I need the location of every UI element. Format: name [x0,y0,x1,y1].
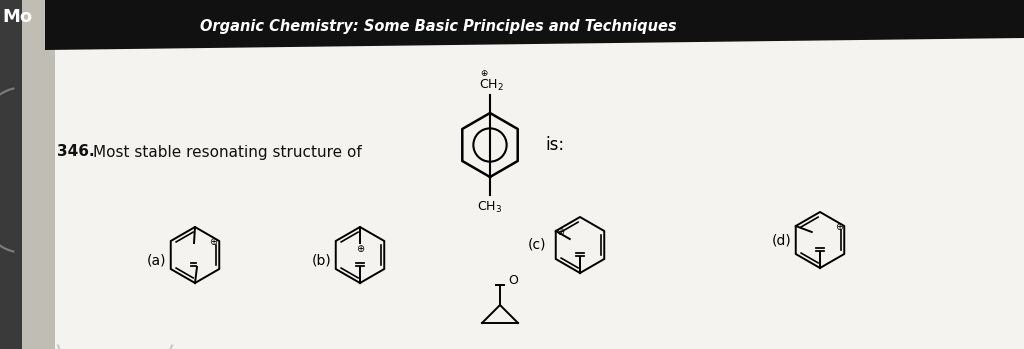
Text: (a): (a) [147,253,167,267]
Text: ⊕: ⊕ [836,222,844,232]
Text: $\mathrm{CH}_3$: $\mathrm{CH}_3$ [477,199,503,215]
FancyBboxPatch shape [0,0,55,349]
Text: (d): (d) [772,233,792,247]
Text: (b): (b) [312,253,332,267]
Text: $\overset{\oplus}{\mathrm{C}}\mathrm{H}_2$: $\overset{\oplus}{\mathrm{C}}\mathrm{H}_… [478,69,504,93]
Polygon shape [45,0,1024,50]
Text: Most stable resonating structure of: Most stable resonating structure of [93,144,361,159]
Text: ⊕: ⊕ [556,228,564,237]
FancyBboxPatch shape [45,0,1024,349]
Text: ⊕: ⊕ [356,244,365,254]
Text: ⊕: ⊕ [209,237,217,247]
Text: Organic Chemistry: Some Basic Principles and Techniques: Organic Chemistry: Some Basic Principles… [200,18,677,34]
Text: is:: is: [545,136,564,154]
Text: 346.: 346. [57,144,94,159]
Text: O: O [508,274,518,287]
FancyBboxPatch shape [0,0,22,349]
Text: Mo: Mo [2,8,32,26]
Text: (c): (c) [528,238,547,252]
